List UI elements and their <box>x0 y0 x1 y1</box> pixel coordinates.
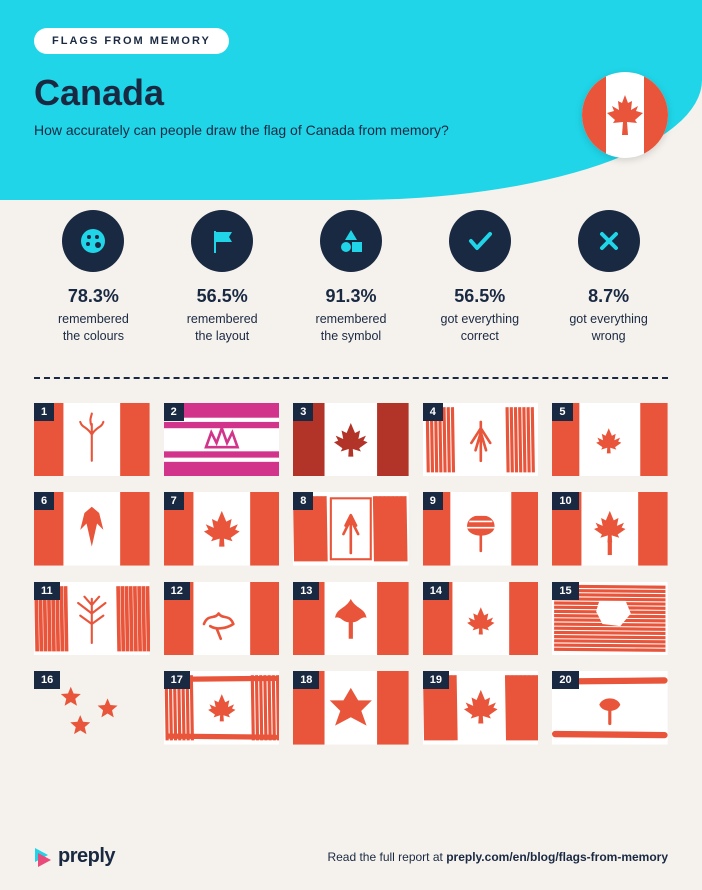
drawing-tile: 19 <box>423 671 539 745</box>
drawing-tile: 16 <box>34 671 150 745</box>
brand-logo: preply <box>34 845 115 868</box>
tile-number: 12 <box>164 582 190 600</box>
check-icon <box>449 210 511 272</box>
tile-number: 1 <box>34 403 54 421</box>
tile-number: 19 <box>423 671 449 689</box>
stat-pct: 78.3% <box>34 286 153 307</box>
drawing-tile: 10 <box>552 492 668 566</box>
title-row: Canada How accurately can people draw th… <box>34 72 668 158</box>
stat-label: rememberedthe colours <box>34 311 153 345</box>
stat-pct: 8.7% <box>549 286 668 307</box>
stat-label: got everythingwrong <box>549 311 668 345</box>
stat-shapes: 91.3% rememberedthe symbol <box>292 210 411 345</box>
drawing-tile: 11 <box>34 582 150 656</box>
tile-number: 20 <box>552 671 578 689</box>
maple-leaf-icon <box>605 93 645 137</box>
tile-number: 17 <box>164 671 190 689</box>
tile-number: 6 <box>34 492 54 510</box>
drawing-tile: 18 <box>293 671 409 745</box>
palette-icon <box>62 210 124 272</box>
drawing-tile: 17 <box>164 671 280 745</box>
category-pill: FLAGS FROM MEMORY <box>34 28 229 54</box>
drawing-tile: 15 <box>552 582 668 656</box>
tile-number: 9 <box>423 492 443 510</box>
drawing-tile: 4 <box>423 403 539 477</box>
stat-label: rememberedthe symbol <box>292 311 411 345</box>
stat-pct: 56.5% <box>163 286 282 307</box>
drawing-tile: 13 <box>293 582 409 656</box>
drawing-tile: 3 <box>293 403 409 477</box>
divider <box>34 377 668 379</box>
tile-number: 14 <box>423 582 449 600</box>
flag-icon <box>191 210 253 272</box>
drawing-tile: 2 <box>164 403 280 477</box>
tile-number: 5 <box>552 403 572 421</box>
tile-number: 8 <box>293 492 313 510</box>
footer-text: Read the full report at preply.com/en/bl… <box>327 850 668 864</box>
tile-number: 13 <box>293 582 319 600</box>
tile-number: 7 <box>164 492 184 510</box>
stat-check: 56.5% got everythingcorrect <box>420 210 539 345</box>
drawing-tile: 9 <box>423 492 539 566</box>
drawing-tile: 14 <box>423 582 539 656</box>
tile-number: 15 <box>552 582 578 600</box>
subtitle: How accurately can people draw the flag … <box>34 122 449 138</box>
drawing-tile: 20 <box>552 671 668 745</box>
brand-name: preply <box>58 845 115 868</box>
footer-prefix: Read the full report at <box>327 850 446 864</box>
stat-flag: 56.5% rememberedthe layout <box>163 210 282 345</box>
tile-number: 10 <box>552 492 578 510</box>
stat-pct: 91.3% <box>292 286 411 307</box>
drawing-tile: 6 <box>34 492 150 566</box>
stat-pct: 56.5% <box>420 286 539 307</box>
stat-label: got everythingcorrect <box>420 311 539 345</box>
stat-palette: 78.3% rememberedthe colours <box>34 210 153 345</box>
footer: preply Read the full report at preply.co… <box>34 845 668 868</box>
drawing-tile: 5 <box>552 403 668 477</box>
drawing-tile: 1 <box>34 403 150 477</box>
tile-number: 2 <box>164 403 184 421</box>
title-block: Canada How accurately can people draw th… <box>34 72 449 138</box>
tile-number: 16 <box>34 671 60 689</box>
tile-number: 3 <box>293 403 313 421</box>
stats-row: 78.3% rememberedthe colours 56.5% remembere… <box>34 210 668 345</box>
logo-icon <box>34 846 52 868</box>
cross-icon <box>578 210 640 272</box>
tile-number: 11 <box>34 582 60 600</box>
content: FLAGS FROM MEMORY Canada How accurately … <box>0 0 702 745</box>
tile-number: 4 <box>423 403 443 421</box>
footer-link: preply.com/en/blog/flags-from-memory <box>446 850 668 864</box>
tile-number: 18 <box>293 671 319 689</box>
drawing-tile: 12 <box>164 582 280 656</box>
shapes-icon <box>320 210 382 272</box>
stat-cross: 8.7% got everythingwrong <box>549 210 668 345</box>
drawing-tile: 8 <box>293 492 409 566</box>
drawings-grid: 1234567891011121314151617181920 <box>34 403 668 745</box>
drawing-tile: 7 <box>164 492 280 566</box>
stat-label: rememberedthe layout <box>163 311 282 345</box>
page-title: Canada <box>34 72 449 114</box>
reference-flag <box>582 72 668 158</box>
